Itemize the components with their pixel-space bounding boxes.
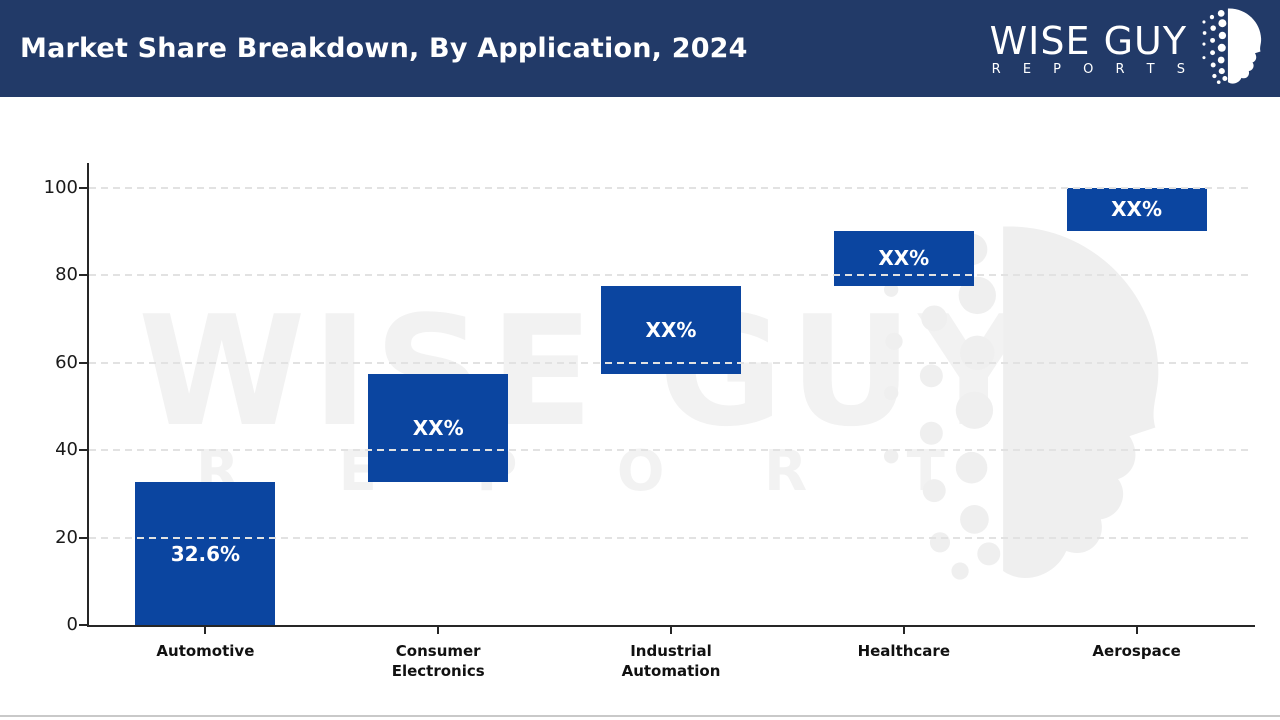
y-tick-label: 60	[55, 351, 78, 373]
bar-value-label: XX%	[878, 246, 930, 271]
x-tick-label: Industrial Automation	[621, 642, 721, 680]
gridline	[89, 449, 1253, 451]
y-tick-mark	[79, 274, 87, 276]
gridline	[89, 186, 1253, 189]
x-tick-label: Healthcare	[857, 642, 951, 660]
y-tick-label: 40	[55, 439, 78, 460]
brand-name: WISE GUY	[989, 18, 1188, 63]
gridline	[89, 274, 1253, 276]
bar	[601, 285, 741, 375]
x-axis-line	[87, 625, 1255, 627]
bar-value-label: 32.6%	[170, 541, 241, 566]
y-tick-mark	[79, 186, 87, 189]
chart-area: WISE GUY R E P O R T S 0 20 40 60 80 100 32.6%…	[0, 97, 1280, 720]
brand-subtitle: R E P O R T S	[991, 61, 1194, 77]
gridline	[89, 536, 1253, 539]
dot-face-profile-icon	[1202, 7, 1262, 84]
y-tick-label: 0	[66, 614, 78, 635]
x-tick-mark	[902, 627, 905, 634]
bar	[833, 231, 974, 286]
y-tick-mark	[79, 536, 87, 539]
footer-divider	[0, 715, 1280, 717]
brand-logo: WISE GUY R E P O R T S	[983, 6, 1274, 92]
y-tick-mark	[79, 449, 87, 451]
y-axis-line	[87, 163, 89, 627]
bar	[135, 482, 276, 625]
gridline	[89, 361, 1253, 364]
bar	[368, 374, 509, 483]
bar	[1066, 187, 1207, 232]
chart-title: Market Share Breakdown, By Application, …	[20, 33, 748, 64]
x-tick-mark	[1135, 627, 1138, 634]
y-tick-label: 20	[55, 526, 78, 548]
y-tick-label: 80	[55, 264, 78, 285]
x-tick-mark	[670, 627, 672, 634]
x-tick-mark	[437, 627, 440, 634]
y-tick-mark	[79, 624, 87, 626]
x-tick-label: Automotive	[156, 642, 255, 660]
y-tick-mark	[79, 361, 87, 364]
bar-value-label: XX%	[645, 317, 697, 342]
watermark-text: WISE GUY	[138, 283, 1035, 460]
x-tick-label: Aerospace	[1092, 642, 1181, 660]
bar-value-label: XX%	[1111, 197, 1163, 222]
watermark-dot-face-profile-icon	[883, 226, 1159, 580]
x-tick-mark	[204, 627, 207, 634]
header-banner: Market Share Breakdown, By Application, …	[0, 0, 1280, 97]
x-tick-label: Consumer Electronics	[391, 642, 485, 680]
brand-logo-text: WISE GUY R E P O R T S	[983, 21, 1194, 77]
y-tick-label: 100	[43, 176, 78, 198]
bar-value-label: XX%	[412, 416, 464, 441]
